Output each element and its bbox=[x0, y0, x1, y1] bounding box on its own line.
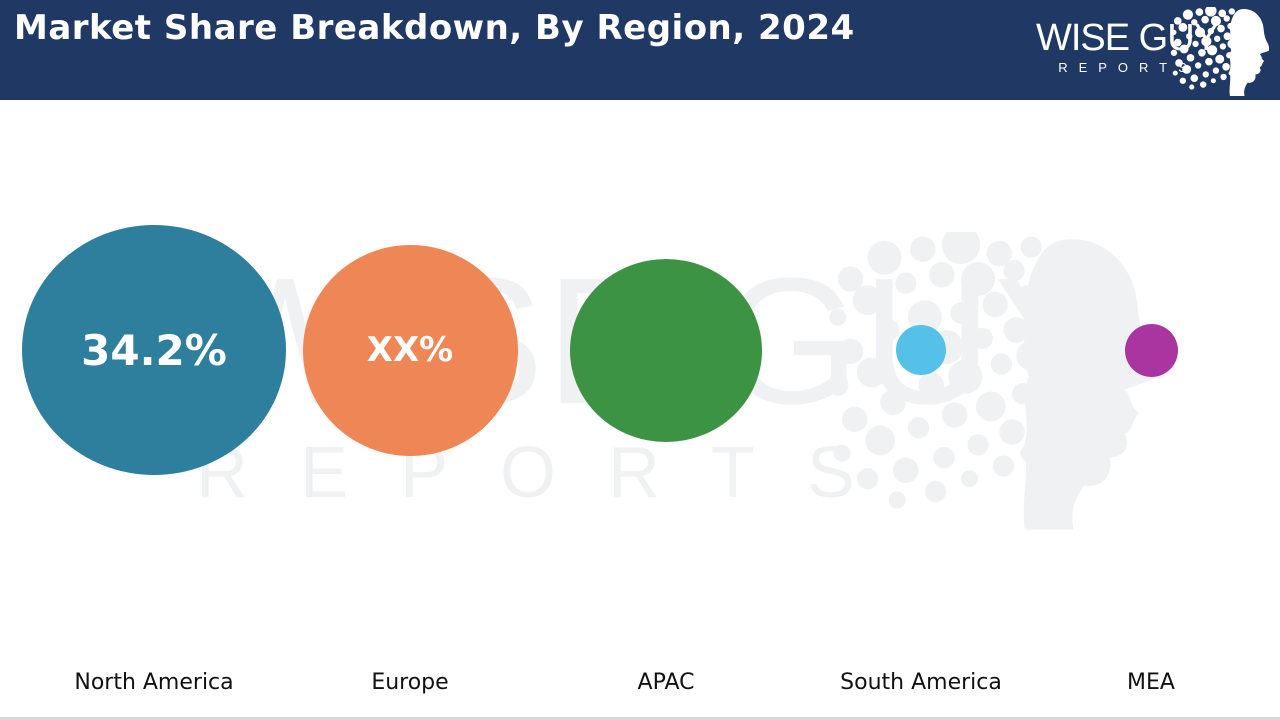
bubble-south-america bbox=[896, 325, 946, 375]
header-bar: Market Share Breakdown, By Region, 2024 … bbox=[0, 0, 1280, 100]
category-label-europe: Europe bbox=[371, 670, 449, 695]
wiseguy-head-icon bbox=[1170, 7, 1270, 96]
category-label-north-america: North America bbox=[74, 670, 234, 695]
category-label-apac: APAC bbox=[637, 670, 695, 695]
watermark-reports-text: REPORTS bbox=[196, 433, 907, 513]
category-label-mea: MEA bbox=[1127, 670, 1175, 695]
bubble-value-label: XX% bbox=[366, 330, 454, 370]
brand-logo: WISE GUY REPORTS bbox=[1036, 5, 1272, 97]
bubble-mea bbox=[1124, 323, 1178, 377]
bubble-north-america: 34.2% bbox=[22, 225, 286, 475]
page-title: Market Share Breakdown, By Region, 2024 bbox=[14, 8, 855, 48]
bubble-apac bbox=[570, 258, 762, 442]
bubble-value-label: 34.2% bbox=[81, 325, 227, 375]
brand-subtitle: REPORTS bbox=[1058, 60, 1198, 75]
category-label-south-america: South America bbox=[840, 670, 1002, 695]
bubble-europe: XX% bbox=[302, 244, 518, 456]
watermark-head-icon bbox=[827, 232, 1156, 530]
